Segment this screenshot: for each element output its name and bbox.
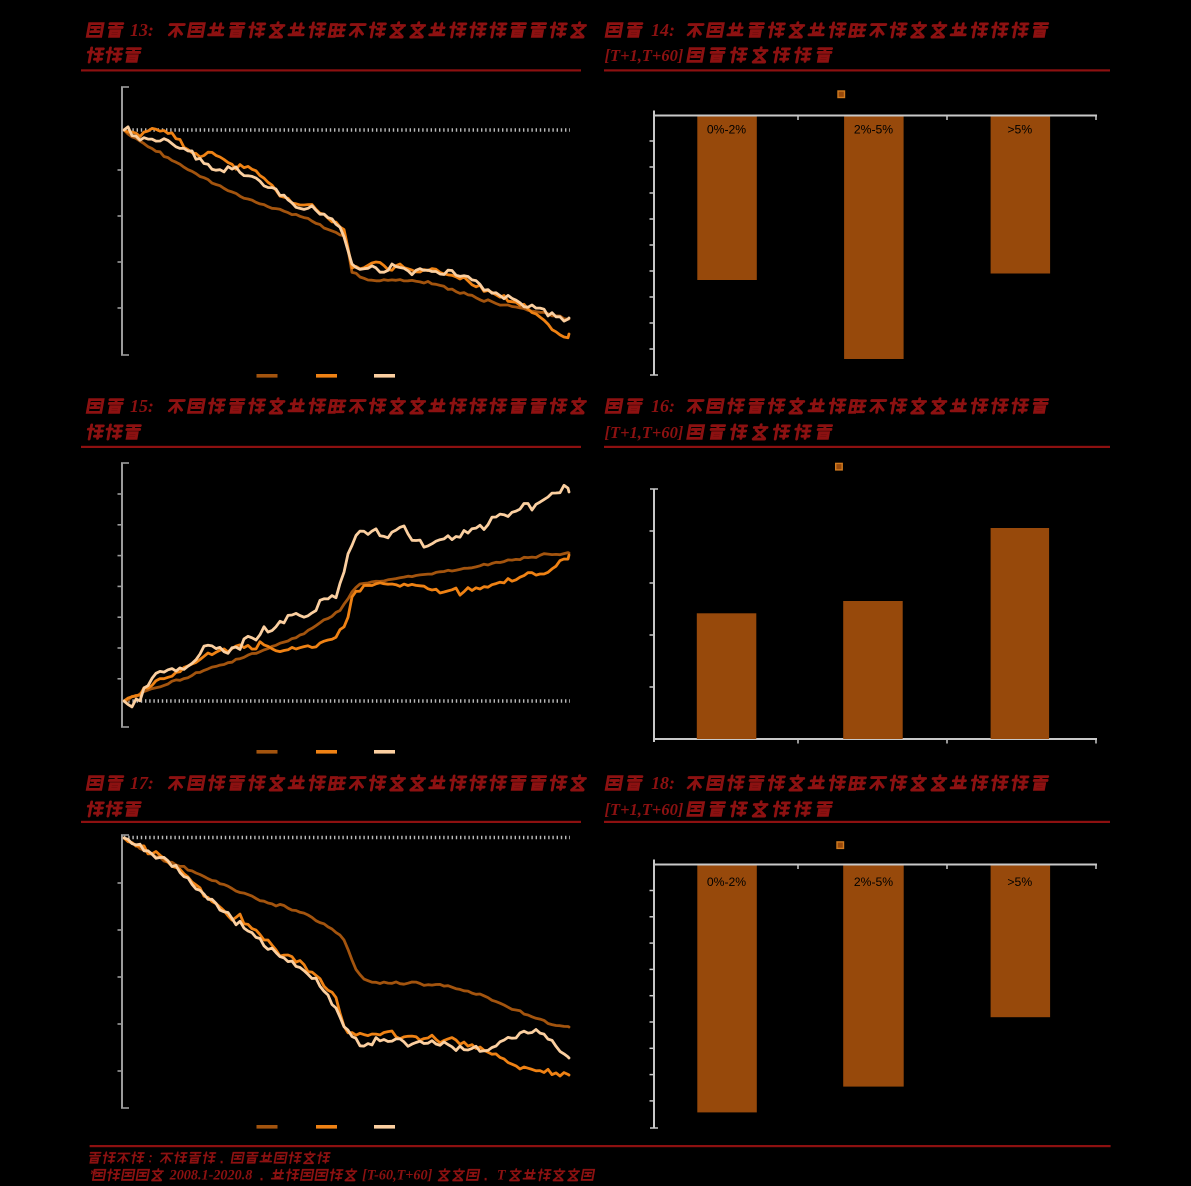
svg-text:15:: 15: — [130, 396, 154, 416]
svg-text:18:: 18: — [651, 773, 675, 793]
svg-text:*: * — [90, 1167, 98, 1183]
svg-text:0%-2%: 0%-2% — [707, 875, 746, 889]
svg-text:>5%: >5% — [1007, 875, 1032, 889]
svg-text:[T+1,T+60]: [T+1,T+60] — [605, 800, 684, 819]
svg-text:2008.1-2020.8: 2008.1-2020.8 — [169, 1167, 253, 1183]
svg-text:14:: 14: — [651, 20, 675, 40]
svg-text:0%-2%: 0%-2% — [707, 123, 746, 137]
svg-text:2%-5%: 2%-5% — [854, 875, 893, 889]
svg-text:T: T — [497, 1167, 507, 1183]
svg-text:[T+1,T+60]: [T+1,T+60] — [605, 423, 684, 442]
svg-text:17:: 17: — [130, 773, 154, 793]
svg-text:13:: 13: — [130, 20, 154, 40]
svg-text:2%-5%: 2%-5% — [854, 123, 893, 137]
svg-text:>5%: >5% — [1007, 123, 1032, 137]
svg-text:[T+1,T+60]: [T+1,T+60] — [605, 46, 684, 65]
svg-text:16:: 16: — [651, 396, 675, 416]
svg-text:[T-60,T+60]: [T-60,T+60] — [362, 1167, 432, 1183]
